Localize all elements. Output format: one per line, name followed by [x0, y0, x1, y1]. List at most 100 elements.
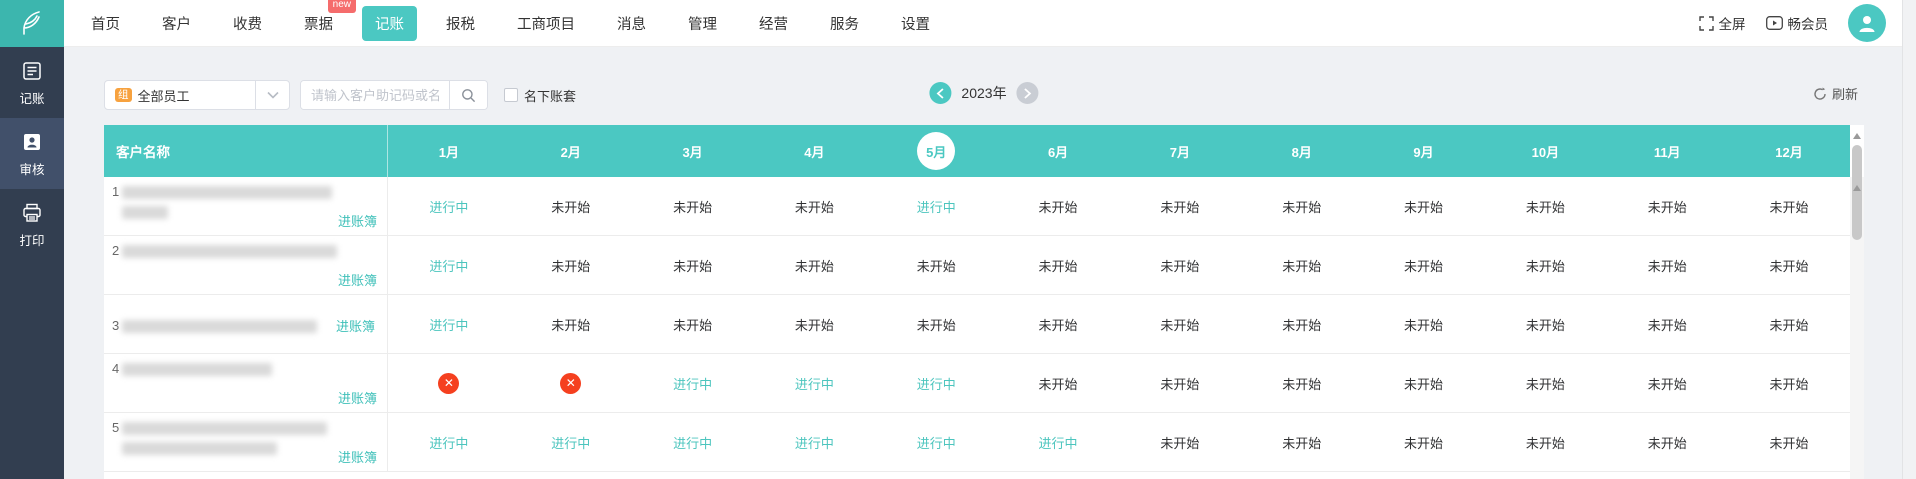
status-text: 未开始 — [1769, 376, 1809, 392]
prev-year-button[interactable] — [929, 82, 952, 104]
open-ledger-link[interactable]: 进账簿 — [337, 273, 377, 288]
scrollbar-thumb[interactable] — [1852, 145, 1862, 240]
column-header-month-4月[interactable]: 4月 — [804, 144, 825, 160]
status-text: 未开始 — [673, 317, 713, 333]
page-scrollbar[interactable] — [1902, 0, 1916, 479]
nav-item-设置[interactable]: 设置 — [888, 6, 943, 41]
open-ledger-link[interactable]: 进账簿 — [337, 391, 377, 406]
status-text: 未开始 — [1160, 258, 1200, 274]
own-accounts-checkbox[interactable]: 名下账套 — [504, 86, 576, 105]
column-header-month-6月[interactable]: 6月 — [1047, 144, 1069, 160]
status-cell-10月: 未开始 — [1484, 295, 1606, 353]
nav-item-label: 设置 — [901, 16, 930, 33]
nav-item-报税[interactable]: 报税 — [433, 6, 488, 41]
status-text: 进行中 — [429, 258, 469, 274]
user-avatar[interactable] — [1848, 4, 1886, 42]
nav-item-首页[interactable]: 首页 — [78, 6, 133, 41]
sidebar-item-审核[interactable]: 审核 — [0, 118, 64, 189]
status-text: 未开始 — [1525, 435, 1565, 451]
nav-item-label: 票据 — [304, 16, 333, 33]
search-button[interactable] — [449, 81, 487, 109]
next-year-button[interactable] — [1016, 82, 1039, 104]
status-cell-8月: 未开始 — [1241, 177, 1363, 235]
status-cell-9月: 未开始 — [1363, 236, 1485, 294]
status-cell-1月: 进行中 — [388, 236, 510, 294]
app-logo[interactable] — [0, 0, 64, 47]
column-header-month-10月[interactable]: 10月 — [1531, 144, 1560, 160]
member-label: 畅会员 — [1787, 17, 1829, 32]
column-header-month-12月[interactable]: 12月 — [1775, 144, 1803, 160]
status-cell-6月: 未开始 — [997, 354, 1119, 412]
status-cell-12月: 未开始 — [1728, 295, 1850, 353]
status-cell-7月: 未开始 — [1119, 177, 1241, 235]
status-cell-1月: ✕ — [388, 354, 510, 412]
open-ledger-link[interactable]: 进账簿 — [337, 450, 377, 465]
redacted-name-block — [122, 243, 379, 258]
nav-item-label: 报税 — [446, 16, 475, 33]
nav-item-消息[interactable]: 消息 — [604, 6, 659, 41]
search-input[interactable] — [301, 81, 449, 109]
scroll-up-arrow-body[interactable] — [1853, 185, 1861, 191]
user-icon — [1859, 16, 1875, 32]
status-cell-5月: 未开始 — [875, 236, 997, 294]
status-text: 未开始 — [1769, 435, 1809, 451]
status-cell-6月: 进行中 — [997, 413, 1119, 471]
row-number: 2 — [112, 243, 120, 258]
status-cell-8月: 未开始 — [1241, 354, 1363, 412]
customer-name-redacted: 3 — [112, 318, 336, 333]
nav-item-服务[interactable]: 服务 — [817, 6, 872, 41]
refresh-button[interactable]: 刷新 — [1813, 84, 1858, 103]
status-text: 未开始 — [1525, 199, 1565, 215]
column-header-month-5月[interactable]: 5月 — [875, 125, 997, 177]
table-scrollbar[interactable] — [1850, 125, 1864, 479]
sidebar-item-label: 审核 — [19, 163, 45, 177]
status-cell-12月: 未开始 — [1728, 413, 1850, 471]
status-text: 未开始 — [1282, 435, 1322, 451]
employee-select-arrow[interactable] — [255, 81, 289, 109]
redacted-name-block — [122, 184, 379, 219]
status-text: 进行中 — [1038, 435, 1078, 451]
customer-name-redacted: 4 — [112, 361, 379, 376]
scroll-up-arrow[interactable] — [1853, 133, 1861, 139]
employee-select[interactable]: 组 全部员工 — [104, 80, 290, 110]
error-status-icon[interactable]: ✕ — [560, 372, 582, 394]
column-header-month-2月[interactable]: 2月 — [560, 144, 581, 160]
checkbox-box[interactable] — [504, 88, 518, 102]
member-button[interactable]: 畅会员 — [1765, 13, 1829, 33]
search-icon — [462, 88, 476, 102]
column-header-month-9月[interactable]: 9月 — [1413, 144, 1434, 160]
column-header-month-3月[interactable]: 3月 — [682, 144, 703, 160]
status-text: 未开始 — [1160, 376, 1200, 392]
status-text: 未开始 — [1404, 435, 1444, 451]
nav-item-收费[interactable]: 收费 — [220, 6, 275, 41]
status-cell-11月: 未开始 — [1606, 177, 1728, 235]
sidebar-item-记账[interactable]: 记账 — [0, 47, 64, 118]
fullscreen-button[interactable]: 全屏 — [1698, 13, 1746, 33]
nav-item-票据[interactable]: 票据 new — [291, 0, 356, 41]
nav-item-经营[interactable]: 经营 — [746, 6, 801, 41]
status-text: 未开始 — [1160, 317, 1200, 333]
nav-item-管理[interactable]: 管理 — [675, 6, 730, 41]
nav-item-记账[interactable]: 记账 — [362, 5, 417, 41]
status-cell-3月: 未开始 — [632, 236, 754, 294]
status-text: 未开始 — [916, 258, 956, 274]
open-ledger-link[interactable]: 进账簿 — [337, 214, 377, 229]
status-text: 未开始 — [1282, 258, 1322, 274]
play-video-icon — [1765, 16, 1783, 30]
open-ledger-link[interactable]: 进账簿 — [335, 319, 375, 334]
column-header-month-1月[interactable]: 1月 — [438, 144, 460, 160]
column-header-month-7月[interactable]: 7月 — [1169, 144, 1190, 160]
error-status-icon[interactable]: ✕ — [438, 372, 460, 394]
status-text: 未开始 — [1404, 258, 1444, 274]
status-text: 未开始 — [1769, 199, 1809, 215]
nav-item-客户[interactable]: 客户 — [149, 6, 204, 41]
sidebar-item-打印[interactable]: 打印 — [0, 189, 64, 260]
redacted-name-block — [122, 318, 336, 333]
nav-item-label: 管理 — [688, 16, 717, 33]
chevron-right-icon — [1024, 87, 1032, 99]
nav-item-工商项目[interactable]: 工商项目 — [504, 6, 588, 41]
status-text: 未开始 — [1038, 258, 1078, 274]
column-header-month-11月[interactable]: 11月 — [1653, 144, 1681, 160]
column-header-month-8月[interactable]: 8月 — [1291, 144, 1312, 160]
status-text: 进行中 — [673, 376, 713, 392]
